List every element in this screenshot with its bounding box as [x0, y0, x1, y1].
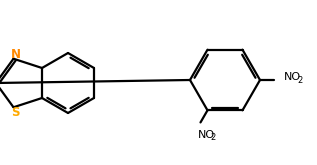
Text: N: N: [10, 48, 21, 61]
Text: 2: 2: [297, 76, 302, 84]
Text: NO: NO: [197, 131, 215, 140]
Text: S: S: [11, 106, 20, 119]
Text: 2: 2: [210, 133, 216, 142]
Text: NO: NO: [284, 72, 301, 82]
